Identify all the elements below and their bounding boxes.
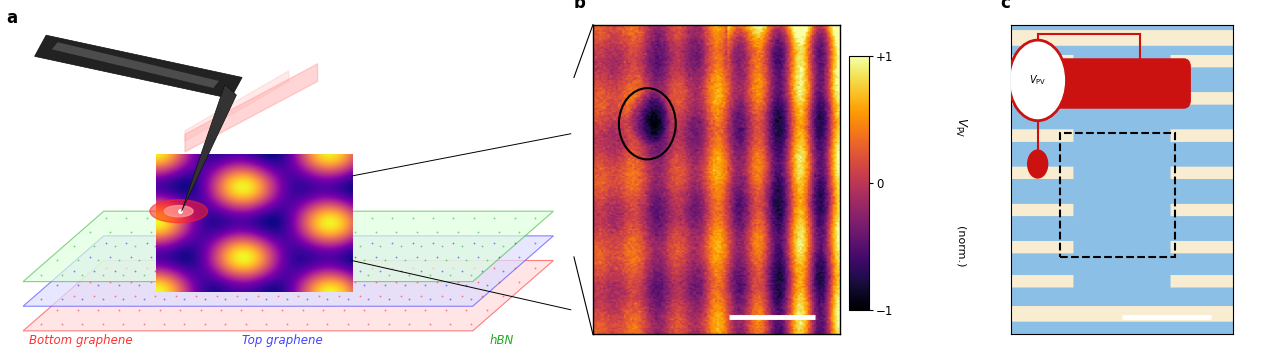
Ellipse shape (150, 200, 208, 222)
Text: $V_{\rm PV}$: $V_{\rm PV}$ (1029, 74, 1047, 87)
Polygon shape (181, 84, 237, 211)
Polygon shape (23, 260, 554, 331)
Text: Bottom graphene: Bottom graphene (29, 334, 133, 347)
Polygon shape (23, 236, 554, 306)
Polygon shape (23, 211, 554, 282)
Text: $V_{\rm PV}$: $V_{\rm PV}$ (953, 117, 968, 138)
Circle shape (1028, 150, 1048, 178)
Circle shape (1009, 40, 1067, 121)
Ellipse shape (165, 206, 193, 217)
Text: Top graphene: Top graphene (242, 334, 323, 347)
Bar (1060, 133, 1176, 257)
Text: b: b (573, 0, 585, 12)
Polygon shape (52, 42, 219, 88)
Polygon shape (34, 35, 242, 99)
FancyBboxPatch shape (1049, 59, 1191, 108)
Text: c: c (1000, 0, 1010, 12)
Text: a: a (6, 9, 16, 27)
Text: (norm.): (norm.) (955, 226, 965, 267)
Text: hBN: hBN (490, 334, 514, 347)
